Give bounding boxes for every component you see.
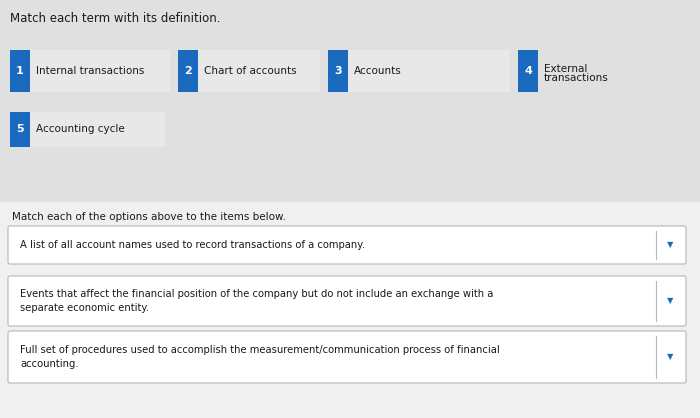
Bar (178, 50, 198, 92)
Text: A list of all account names used to record transactions of a company.: A list of all account names used to reco… (20, 240, 365, 250)
Text: 2: 2 (184, 66, 192, 76)
Bar (178, 50, 320, 92)
Text: Internal transactions: Internal transactions (36, 66, 144, 76)
Bar (328, 50, 348, 92)
Text: External: External (544, 64, 587, 74)
Text: 4: 4 (524, 66, 532, 76)
Bar (0, 202, 700, 418)
Text: 5: 5 (16, 125, 24, 135)
Text: 1: 1 (16, 66, 24, 76)
Text: 3: 3 (334, 66, 342, 76)
Bar (10, 112, 30, 147)
FancyBboxPatch shape (8, 226, 686, 264)
Text: Match each term with its definition.: Match each term with its definition. (10, 12, 220, 25)
Text: Accounting cycle: Accounting cycle (36, 125, 125, 135)
Bar (10, 50, 170, 92)
Text: Events that affect the financial position of the company but do not include an e: Events that affect the financial positio… (20, 289, 493, 313)
Bar (518, 50, 538, 92)
FancyBboxPatch shape (8, 331, 686, 383)
Bar (10, 112, 165, 147)
Text: ▼: ▼ (666, 240, 673, 250)
Text: transactions: transactions (544, 73, 609, 83)
Text: Match each of the options above to the items below.: Match each of the options above to the i… (12, 212, 286, 222)
Bar (328, 50, 510, 92)
Text: Accounts: Accounts (354, 66, 402, 76)
Text: ▼: ▼ (666, 296, 673, 306)
Text: ▼: ▼ (666, 352, 673, 362)
FancyBboxPatch shape (8, 276, 686, 326)
Bar (10, 50, 30, 92)
Text: Chart of accounts: Chart of accounts (204, 66, 297, 76)
Text: Full set of procedures used to accomplish the measurement/communication process : Full set of procedures used to accomplis… (20, 345, 500, 369)
